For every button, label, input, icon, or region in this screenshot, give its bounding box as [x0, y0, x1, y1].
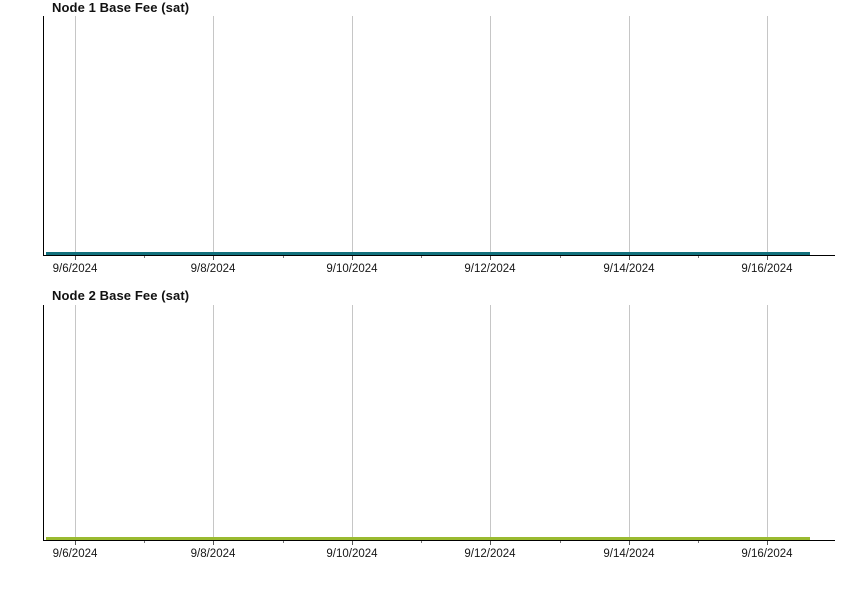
- gridline: [767, 305, 768, 541]
- x-tick-minor: [560, 256, 561, 258]
- chart-panel-node-1: Node 1 Base Fee (sat): [0, 0, 860, 290]
- x-axis-label: 9/14/2024: [603, 548, 655, 560]
- gridline: [75, 16, 76, 256]
- x-tick-major: [629, 541, 630, 545]
- gridline: [767, 16, 768, 256]
- gridline: [629, 16, 630, 256]
- x-tick-major: [213, 256, 214, 260]
- x-tick-minor: [144, 256, 145, 258]
- plot-area-node-1: [0, 16, 860, 260]
- gridline: [213, 305, 214, 541]
- x-axis-line-node-2: [43, 540, 835, 541]
- x-tick-minor: [698, 256, 699, 258]
- x-tick-minor: [421, 541, 422, 543]
- x-axis-label: 9/8/2024: [190, 263, 236, 275]
- x-axis-label: 9/10/2024: [326, 263, 378, 275]
- gridlines-node-1: [0, 16, 860, 256]
- x-axis-label: 9/16/2024: [741, 263, 793, 275]
- gridline: [75, 305, 76, 541]
- gridline: [490, 16, 491, 256]
- x-tick-major: [767, 256, 768, 260]
- gridline: [629, 305, 630, 541]
- x-tick-major: [75, 256, 76, 260]
- y-axis-line-node-1: [43, 16, 44, 256]
- x-tick-major: [767, 541, 768, 545]
- x-axis-label: 9/16/2024: [741, 548, 793, 560]
- x-axis-label: 9/6/2024: [52, 263, 98, 275]
- chart-panel-node-2: Node 2 Base Fee (sat): [0, 288, 860, 588]
- gridline: [352, 305, 353, 541]
- x-axis-labels-node-2: 9/6/2024 9/8/2024 9/10/2024 9/12/2024 9/…: [0, 547, 860, 565]
- x-axis-label: 9/6/2024: [52, 548, 98, 560]
- data-series-line-node-2: [46, 537, 810, 540]
- chart-title-node-2: Node 2 Base Fee (sat): [52, 288, 190, 303]
- x-axis-ticks-node-1: [0, 256, 860, 260]
- gridline: [490, 305, 491, 541]
- x-tick-major: [352, 256, 353, 260]
- x-tick-minor: [283, 541, 284, 543]
- x-tick-minor: [144, 541, 145, 543]
- x-tick-major: [75, 541, 76, 545]
- x-axis-label: 9/12/2024: [464, 548, 516, 560]
- plot-area-node-2: [0, 305, 860, 545]
- x-axis-label: 9/8/2024: [190, 548, 236, 560]
- x-tick-major: [352, 541, 353, 545]
- x-tick-minor: [421, 256, 422, 258]
- gridlines-node-2: [0, 305, 860, 541]
- x-tick-minor: [283, 256, 284, 258]
- x-axis-label: 9/12/2024: [464, 263, 516, 275]
- x-tick-minor: [698, 541, 699, 543]
- x-axis-label: 9/10/2024: [326, 548, 378, 560]
- x-axis-line-node-1: [43, 255, 835, 256]
- x-tick-major: [490, 541, 491, 545]
- x-axis-labels-node-1: 9/6/2024 9/8/2024 9/10/2024 9/12/2024 9/…: [0, 262, 860, 280]
- gridline: [352, 16, 353, 256]
- y-axis-line-node-2: [43, 305, 44, 541]
- x-tick-major: [213, 541, 214, 545]
- chart-title-node-1: Node 1 Base Fee (sat): [52, 0, 190, 15]
- gridline: [213, 16, 214, 256]
- data-series-line-node-1: [46, 252, 810, 255]
- x-tick-major: [629, 256, 630, 260]
- x-tick-major: [490, 256, 491, 260]
- x-axis-ticks-node-2: [0, 541, 860, 545]
- x-tick-minor: [560, 541, 561, 543]
- x-axis-label: 9/14/2024: [603, 263, 655, 275]
